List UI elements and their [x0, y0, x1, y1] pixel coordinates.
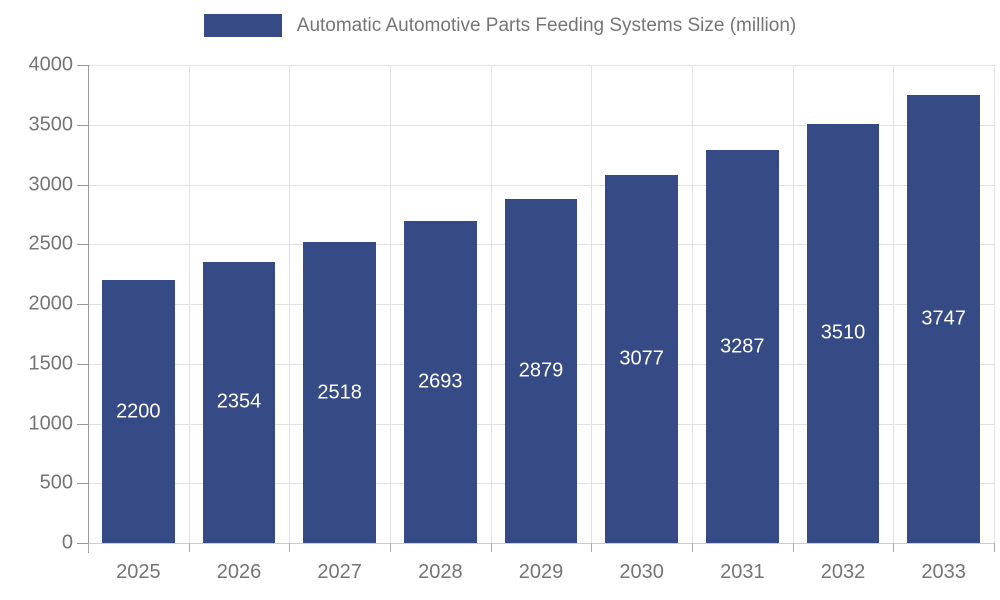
x-axis-tick — [390, 543, 391, 552]
y-axis-tick — [77, 184, 88, 186]
legend-swatch — [203, 14, 282, 37]
x-axis-tick — [189, 543, 190, 552]
bar-value-label: 3510 — [820, 321, 866, 344]
legend[interactable]: Automatic Automotive Parts Feeding Syste… — [0, 14, 1000, 37]
v-gridline — [390, 65, 391, 543]
bar-value-label: 2200 — [116, 400, 161, 423]
y-axis-tick — [77, 543, 88, 544]
x-axis-tick — [491, 543, 492, 552]
bar-value-label: 3287 — [720, 335, 765, 358]
x-axis-tick-label: 2031 — [720, 561, 765, 583]
x-axis-tick — [692, 543, 693, 552]
v-gridline — [793, 65, 794, 543]
x-axis-tick-label: 2033 — [921, 561, 966, 583]
bar[interactable] — [605, 175, 678, 543]
y-axis-tick-label: 2000 — [28, 292, 74, 315]
v-gridline — [289, 65, 290, 543]
x-axis-tick-label: 2029 — [518, 561, 564, 583]
x-axis-tick-label: 2030 — [619, 561, 664, 583]
y-axis-tick — [77, 423, 88, 425]
x-axis-tick — [289, 543, 290, 552]
bar-value-label: 2518 — [317, 381, 362, 404]
x-axis-tick — [88, 543, 89, 552]
x-axis-tick — [793, 543, 794, 552]
h-gridline — [88, 184, 994, 186]
bar[interactable] — [806, 123, 880, 543]
y-axis-tick — [77, 244, 88, 246]
bar[interactable] — [303, 242, 376, 543]
y-axis-tick-label: 1000 — [28, 412, 74, 434]
bar[interactable] — [102, 280, 175, 543]
y-axis-tick — [77, 124, 88, 126]
y-axis-line — [88, 65, 89, 553]
y-axis-tick-label: 2500 — [28, 232, 74, 255]
x-axis-tick — [893, 543, 894, 552]
bar-value-label: 3747 — [921, 307, 966, 330]
y-axis-tick-label: 1500 — [28, 352, 74, 375]
bar[interactable] — [504, 198, 578, 543]
x-axis-tick-label: 2028 — [418, 561, 463, 583]
x-axis-line — [88, 543, 994, 544]
x-axis-tick — [591, 543, 592, 552]
bar-value-label: 3077 — [619, 347, 664, 370]
y-axis-tick-label: 4000 — [28, 53, 74, 76]
y-axis-tick-label: 3500 — [28, 113, 74, 136]
plot-area: 2200 2354 2518 2693 2879 3077 3287 3510 3747 — [88, 65, 995, 553]
bar-value-label: 2693 — [418, 370, 463, 393]
y-axis-tick-label: 0 — [61, 531, 73, 554]
legend-label: Automatic Automotive Parts Feeding Syste… — [296, 14, 797, 36]
x-axis-tick-label: 2026 — [216, 561, 262, 583]
bar-value-label: 2354 — [216, 390, 262, 413]
bar[interactable] — [706, 150, 779, 543]
h-gridline — [88, 124, 994, 126]
y-axis-tick-label: 500 — [39, 471, 73, 494]
bar[interactable] — [202, 261, 276, 543]
bar-value-label: 2879 — [518, 359, 564, 382]
y-axis-tick-label: 3000 — [28, 173, 74, 195]
v-gridline — [591, 65, 592, 543]
x-axis-tick-label: 2025 — [116, 561, 161, 583]
bar[interactable] — [907, 95, 980, 543]
x-axis-tick-label: 2027 — [317, 561, 362, 583]
v-gridline — [994, 65, 995, 543]
y-axis-tick — [77, 363, 88, 365]
v-gridline — [893, 65, 894, 543]
h-gridline — [88, 65, 994, 66]
x-axis-tick — [994, 543, 995, 552]
v-gridline — [189, 65, 190, 543]
bar[interactable] — [404, 221, 477, 543]
v-gridline — [692, 65, 693, 543]
y-axis-tick — [77, 304, 88, 305]
y-axis-tick — [77, 483, 88, 485]
y-axis-tick — [77, 65, 88, 66]
v-gridline — [491, 65, 492, 543]
x-axis-tick-label: 2032 — [820, 561, 866, 583]
